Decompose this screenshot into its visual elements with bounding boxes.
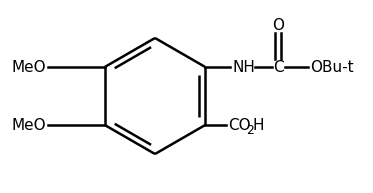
Text: C: C	[273, 59, 283, 74]
Text: MeO: MeO	[11, 59, 46, 74]
Text: MeO: MeO	[11, 118, 46, 133]
Text: CO: CO	[228, 118, 251, 133]
Text: O: O	[272, 18, 284, 32]
Text: OBu-t: OBu-t	[310, 59, 354, 74]
Text: H: H	[253, 118, 264, 133]
Text: 2: 2	[246, 124, 254, 136]
Text: NH: NH	[233, 59, 256, 74]
